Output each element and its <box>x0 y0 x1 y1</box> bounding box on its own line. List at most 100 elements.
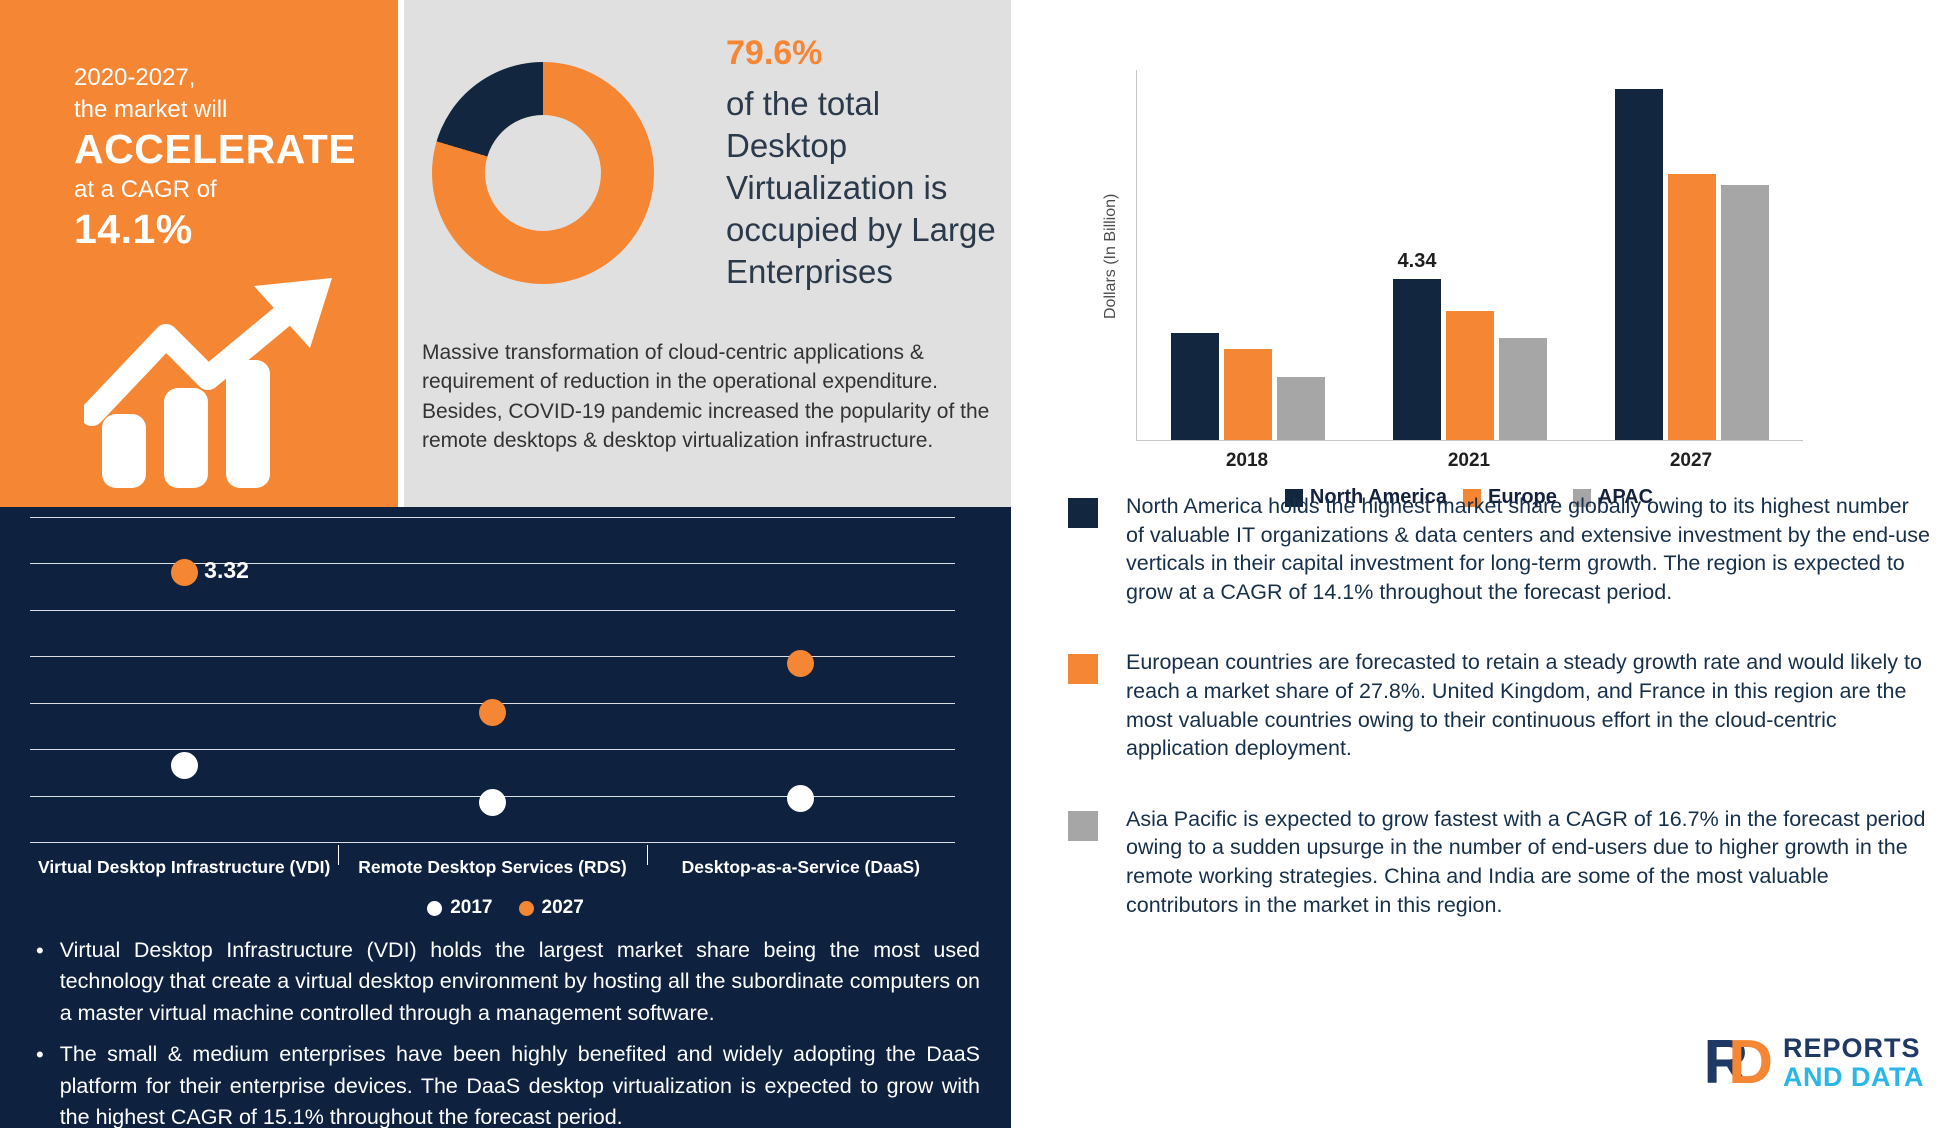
dot-plot-categories: Virtual Desktop Infrastructure (VDI) Rem… <box>30 845 955 878</box>
cagr-label: at a CAGR of <box>74 175 217 203</box>
dot-2027-3 <box>787 650 815 678</box>
logo-text: REPORTS AND DATA <box>1783 1032 1924 1092</box>
donut-chart <box>432 62 654 284</box>
gridline <box>30 609 955 611</box>
bar-col <box>1721 184 1769 440</box>
large-enterprise-share-value: 79.6% <box>726 34 823 72</box>
legend-swatch <box>1572 488 1591 507</box>
gridline <box>30 656 955 658</box>
category-daas: Desktop-as-a-Service (DaaS) <box>646 845 955 878</box>
bar-apac-2021 <box>1499 338 1547 440</box>
bar-groups: 4.34 <box>1137 70 1803 440</box>
legend-item-2017: 2017 <box>427 897 493 919</box>
cagr-period: 2020-2027, <box>74 64 196 91</box>
bullet-vdi-text: Virtual Desktop Infrastructure (VDI) hol… <box>59 938 980 1025</box>
accelerate-text: ACCELERATE <box>74 126 357 173</box>
regional-bar-chart: Dollars (In Billion) 4.34 2018 2021 2027 N… <box>1024 36 1948 528</box>
dot-2017-3 <box>787 784 815 812</box>
bar-plot-area: 4.34 <box>1136 70 1803 441</box>
bar-north-america-2021 <box>1393 279 1441 440</box>
north-america-swatch <box>1068 498 1098 528</box>
europe-text: European countries are forecasted to ret… <box>1126 650 1922 761</box>
bar-col <box>1171 332 1219 440</box>
category-rds: Remote Desktop Services (RDS) <box>338 845 646 878</box>
dot-2017-1 <box>170 752 198 780</box>
cagr-panel: 2020-2027, the market will ACCELERATE at… <box>0 0 398 507</box>
legend-swatch <box>1462 488 1481 507</box>
regional-bullets: North America holds the highest market s… <box>1068 492 1930 961</box>
bar-apac-2018 <box>1277 377 1325 440</box>
logo-d-glyph: D <box>1728 1028 1774 1097</box>
dot-2027-1 <box>170 558 198 586</box>
bar-value-label: 4.34 <box>1397 250 1437 273</box>
bullet-north-america: North America holds the highest market s… <box>1068 492 1930 606</box>
legend-label: Europe <box>1487 486 1557 508</box>
logo-and-data: AND DATA <box>1783 1062 1924 1092</box>
gridline <box>30 749 955 751</box>
reports-and-data-logo: R D REPORTS AND DATA <box>1703 1032 1924 1094</box>
bar-col <box>1668 173 1716 440</box>
legend-item-apac: APAC <box>1572 486 1654 509</box>
cagr-intro: the market will <box>74 95 228 123</box>
y-axis-label: Dollars (In Billion) <box>1102 193 1119 319</box>
x-tick-2027: 2027 <box>1669 450 1713 471</box>
bar-europe-2018 <box>1224 349 1272 440</box>
x-tick-2021: 2021 <box>1447 450 1491 471</box>
cagr-value: 14.1% <box>74 206 193 253</box>
bar-xticks: 2018 2021 2027 <box>1136 450 1802 472</box>
bullet-daas-text: The small & medium enterprises have been… <box>59 1042 980 1129</box>
donut-hole <box>485 115 601 231</box>
market-driver-paragraph: Massive transformation of cloud-centric … <box>422 341 990 453</box>
bar-col <box>1446 310 1494 440</box>
europe-swatch <box>1068 654 1098 685</box>
large-enterprise-share-text: of the total Desktop Virtualization is o… <box>726 85 996 290</box>
legend-swatch <box>1284 488 1303 507</box>
legend-dot-2027 <box>518 900 534 916</box>
gridline <box>30 563 955 565</box>
logo-reports: REPORTS <box>1783 1032 1921 1063</box>
bar-group-2021: 4.34 <box>1393 250 1547 440</box>
bullet-apac: Asia Pacific is expected to grow fastest… <box>1068 805 1930 919</box>
dot-plot-area: 3.32 <box>30 517 955 843</box>
bar-col <box>1615 88 1663 440</box>
legend-label-2027: 2027 <box>541 897 584 918</box>
legend-dot-2017 <box>427 900 443 916</box>
legend-item-north-america: North America <box>1284 486 1447 509</box>
dot-2017-2 <box>479 788 506 816</box>
donut-panel: 79.6% of the total Desktop Virtualizatio… <box>404 0 1011 507</box>
bullet-marker: • <box>36 938 44 963</box>
dot-2027-2 <box>479 699 506 727</box>
regional-panel: Dollars (In Billion) 4.34 2018 2021 2027 N… <box>1024 0 1948 1128</box>
bar-group-2027 <box>1615 88 1769 440</box>
bar-col <box>1277 377 1325 440</box>
legend-label-2017: 2017 <box>450 897 493 918</box>
growth-arrow-chart-icon <box>84 277 332 488</box>
bullet-marker: • <box>36 1042 44 1068</box>
legend-item-europe: Europe <box>1462 486 1557 509</box>
bar-north-america-2027 <box>1615 88 1663 440</box>
apac-text: Asia Pacific is expected to grow fastest… <box>1126 806 1926 917</box>
bar-col <box>1499 338 1547 440</box>
bullet-vdi: • Virtual Desktop Infrastructure (VDI) h… <box>36 935 980 1029</box>
x-tick-2018: 2018 <box>1225 450 1269 471</box>
category-vdi: Virtual Desktop Infrastructure (VDI) <box>37 857 331 877</box>
bar-europe-2027 <box>1668 173 1716 440</box>
bar-north-america-2018 <box>1171 332 1219 440</box>
gridline <box>30 517 955 518</box>
gridline <box>30 842 955 843</box>
dot-plot-legend: 2017 2027 <box>0 897 1011 919</box>
legend-label: North America <box>1309 486 1447 508</box>
bar-apac-2027 <box>1721 184 1769 440</box>
legend-label: APAC <box>1597 486 1654 508</box>
bullet-europe: European countries are forecasted to ret… <box>1068 648 1930 762</box>
point-value-label: 3.32 <box>204 557 249 584</box>
bar-europe-2021 <box>1446 310 1494 440</box>
bar-group-2018 <box>1171 332 1325 440</box>
north-america-text: North America holds the highest market s… <box>1126 494 1930 604</box>
bar-legend: North America Europe APAC <box>1084 486 1854 509</box>
bar-col <box>1224 349 1272 440</box>
technology-bullets: • Virtual Desktop Infrastructure (VDI) h… <box>36 935 980 1143</box>
technology-panel: 3.32 Virtual Desktop Infrastructure (VDI… <box>0 507 1011 1129</box>
logo-r-glyph: R <box>1703 1028 1749 1097</box>
donut-headline: 79.6% of the total Desktop Virtualizatio… <box>726 34 1004 293</box>
